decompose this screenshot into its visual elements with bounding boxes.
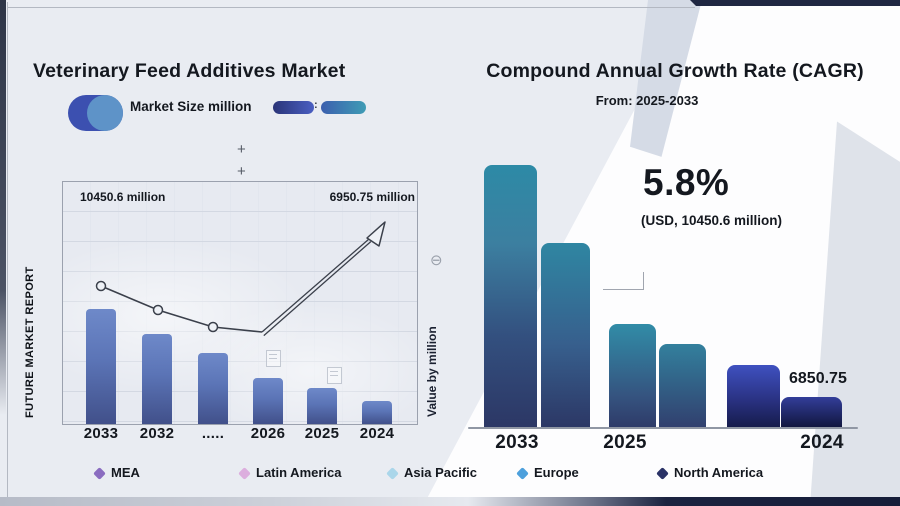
x-label-2025: 2025 xyxy=(304,425,340,442)
document-icon xyxy=(266,350,281,367)
arrow-head-icon xyxy=(366,221,386,247)
x-label-2024: 2024 xyxy=(800,432,844,453)
plus-icon: + xyxy=(237,163,246,180)
legend-label-europe: Europe xyxy=(534,465,579,480)
x-label-2033: 2033 xyxy=(495,432,539,453)
legend-label-asia-pacific: Asia Pacific xyxy=(404,465,477,480)
bar-dots xyxy=(198,353,228,424)
y-axis-label: Value by million xyxy=(425,326,439,417)
cagr-chart xyxy=(468,165,860,428)
annotation-end-value: 6950.75 million xyxy=(329,190,415,204)
legend-label-north-america: North America xyxy=(674,465,764,480)
bar-2024 xyxy=(362,401,392,424)
pill-separator: : xyxy=(314,99,318,111)
left-title: Veterinary Feed Additives Market xyxy=(33,60,346,82)
x-label-2026: 2026 xyxy=(250,425,286,442)
x-label-2032: 2032 xyxy=(139,425,175,442)
pill-dark-icon xyxy=(273,101,314,114)
bar-2032 xyxy=(142,334,172,424)
bar-2025-secondary xyxy=(659,344,706,428)
frame-top-bar xyxy=(690,0,900,6)
line-marker xyxy=(152,304,164,316)
inner-border-horizontal xyxy=(7,7,695,8)
bar-2033 xyxy=(86,309,116,424)
step-bracket-line xyxy=(603,272,644,290)
cagr-note: (USD, 10450.6 million) xyxy=(641,213,783,228)
series-label: Market Size million xyxy=(130,99,252,114)
frame-bottom-bar xyxy=(0,497,900,506)
x-label-dots: ..... xyxy=(201,425,225,442)
plus-icon: + xyxy=(237,141,246,158)
capsule-icon xyxy=(68,95,123,131)
pill-teal-icon xyxy=(321,101,366,114)
vertical-watermark: FUTURE MARKET REPORT xyxy=(24,266,36,418)
frame-left-bar xyxy=(0,0,6,415)
cagr-value: 5.8% xyxy=(643,162,730,203)
line-marker xyxy=(207,321,219,333)
inner-border-vertical xyxy=(7,2,8,497)
end-value-label: 6850.75 xyxy=(789,370,847,387)
trend-line xyxy=(100,285,263,333)
market-size-chart: 10450.6 million 6950.75 million xyxy=(62,181,418,425)
bar-2025 xyxy=(307,388,337,424)
minus-circle-icon: ⊖ xyxy=(430,252,443,269)
arrow-line-outer xyxy=(261,238,370,333)
line-marker xyxy=(95,280,107,292)
arrow-line-inner xyxy=(263,241,372,337)
legend-label-latin-america: Latin America xyxy=(256,465,342,480)
bar-2033-secondary xyxy=(541,243,590,428)
legend-diamond-mea xyxy=(93,467,106,480)
x-label-2025: 2025 xyxy=(603,432,647,453)
right-title: Compound Annual Growth Rate (CAGR) xyxy=(486,60,864,82)
legend-diamond-asia-pacific xyxy=(386,467,399,480)
document-icon xyxy=(327,367,342,384)
x-axis-line xyxy=(468,427,858,429)
x-label-2033: 2033 xyxy=(83,425,119,442)
bar-2024-secondary xyxy=(781,397,842,428)
right-subtitle: From: 2025-2033 xyxy=(595,93,699,108)
capsule-end-icon xyxy=(87,95,123,131)
bar-2026 xyxy=(253,378,283,424)
bar-2025-primary xyxy=(609,324,656,428)
bar-2024-primary xyxy=(727,365,780,428)
legend-label-mea: MEA xyxy=(111,465,140,480)
legend-diamond-latin-america xyxy=(238,467,251,480)
annotation-start-value: 10450.6 million xyxy=(80,190,166,204)
bar-2033-primary xyxy=(484,165,537,428)
x-label-2024: 2024 xyxy=(359,425,395,442)
trend-line-arrow xyxy=(95,221,386,337)
